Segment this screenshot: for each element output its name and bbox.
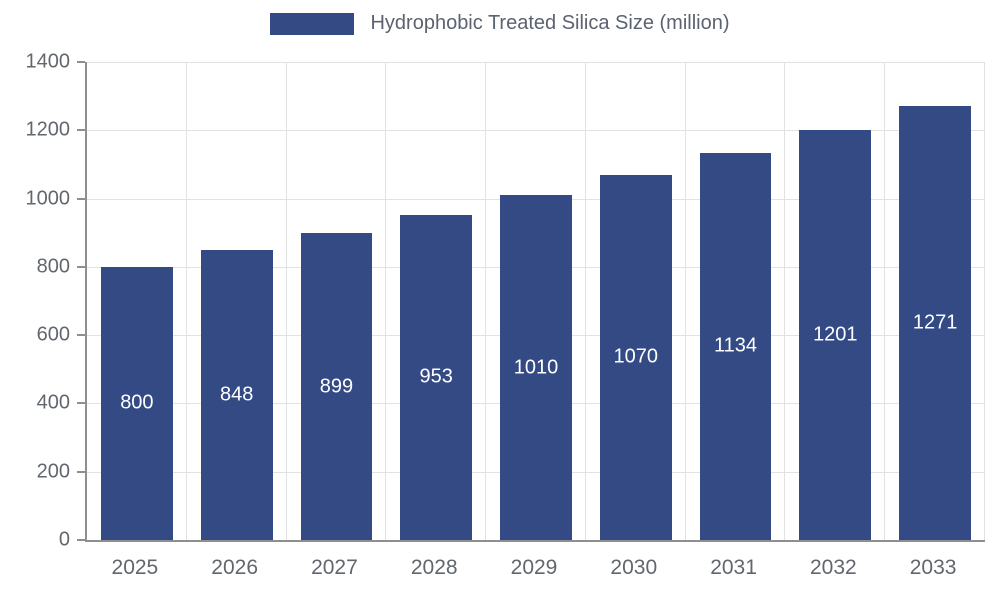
x-tick-label: 2025 — [111, 556, 159, 579]
gridline-horizontal — [87, 130, 985, 132]
gridline-vertical — [185, 62, 187, 540]
gridline-vertical — [485, 62, 487, 540]
y-tick-mark — [77, 197, 85, 200]
gridline-vertical — [684, 62, 686, 540]
y-tick-label: 600 — [36, 323, 70, 346]
bar: 899 — [300, 233, 373, 540]
bar: 953 — [400, 214, 473, 540]
bar-value-label: 899 — [319, 375, 354, 398]
gridline-vertical — [385, 62, 387, 540]
y-tick-label: 1200 — [25, 118, 71, 141]
gridline-horizontal — [87, 62, 985, 63]
x-axis-labels: 2025 2026 2027 2028 2029 2030 2031 2032 2033 — [85, 556, 983, 586]
y-tick-label: 1000 — [25, 187, 71, 210]
legend-label: Hydrophobic Treated Silica Size (million… — [370, 12, 730, 34]
y-tick-mark — [77, 402, 85, 405]
bar-value-label: 1134 — [714, 334, 758, 357]
x-tick-label: 2027 — [311, 556, 358, 579]
gridline-vertical — [984, 62, 985, 540]
bar-value-label: 1201 — [813, 323, 858, 346]
x-tick-label: 2031 — [710, 556, 757, 579]
bar-value-label: 1070 — [613, 345, 659, 368]
bar-value-label: 800 — [120, 391, 154, 414]
bar: 1134 — [699, 152, 772, 540]
x-tick-label: 2030 — [610, 556, 658, 579]
x-tick-label: 2033 — [909, 556, 957, 579]
x-tick-label: 2026 — [211, 556, 259, 579]
bar-value-label: 1010 — [513, 356, 559, 379]
bars-layer: 800 848 899 953 1010 1070 1134 1201 1271 — [87, 62, 985, 540]
bar-value-label: 953 — [419, 365, 453, 388]
bar: 1010 — [500, 195, 572, 540]
y-tick-mark — [77, 470, 85, 473]
bar: 1271 — [899, 106, 972, 540]
y-tick-label: 200 — [36, 460, 70, 483]
bar-value-label: 1271 — [912, 311, 958, 334]
y-tick-mark — [77, 334, 85, 337]
y-tick-label: 800 — [36, 255, 70, 278]
gridline-vertical — [884, 62, 886, 540]
gridline-vertical — [285, 62, 287, 540]
bar: 800 — [100, 266, 173, 540]
y-tick-label: 1400 — [25, 50, 71, 73]
x-tick-label: 2028 — [410, 556, 458, 579]
bar: 1201 — [799, 129, 872, 540]
bar: 848 — [200, 250, 273, 540]
y-tick-label: 400 — [36, 391, 70, 414]
legend: Hydrophobic Treated Silica Size (million… — [0, 12, 1000, 35]
x-tick-label: 2032 — [809, 556, 857, 579]
y-tick-mark — [77, 129, 85, 132]
x-tick-label: 2029 — [510, 556, 558, 579]
gridline-vertical — [584, 62, 586, 540]
y-tick-mark — [77, 61, 85, 63]
y-axis-labels: 0 200 400 600 800 1000 1200 1400 — [0, 51, 71, 551]
legend-swatch — [270, 12, 355, 35]
y-tick-mark — [77, 539, 85, 541]
plot-area: 800 848 899 953 1010 1070 1134 1201 1271 — [77, 61, 985, 542]
y-tick-mark — [77, 265, 85, 268]
gridline-vertical — [784, 62, 786, 540]
y-tick-label: 0 — [58, 528, 70, 551]
bar: 1070 — [599, 174, 672, 540]
bar-value-label: 848 — [219, 383, 254, 406]
